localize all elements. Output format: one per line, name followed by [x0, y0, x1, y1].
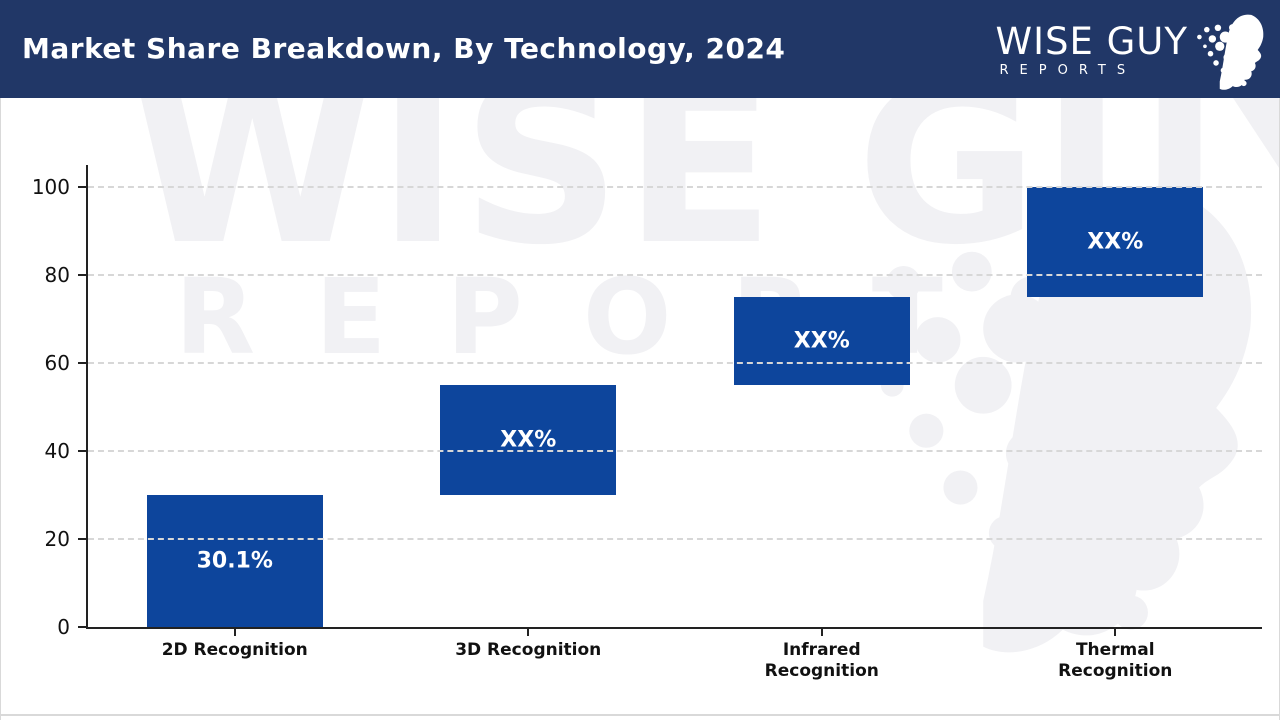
gridline [88, 274, 1262, 276]
y-axis-tick-label: 0 [57, 615, 70, 639]
market-share-bar [733, 297, 910, 385]
y-axis-tick-label: 20 [44, 527, 70, 551]
logo-brand-subtitle: REPORTS [999, 63, 1137, 78]
y-axis-tick-label: 80 [44, 263, 70, 287]
logo-text: WISE GUY REPORTS [995, 20, 1188, 79]
x-axis-category-label: 2D Recognition [161, 640, 308, 660]
y-axis-tick [78, 274, 86, 276]
page-title: Market Share Breakdown, By Technology, 2… [22, 32, 786, 65]
bar-value-label: XX% [1087, 229, 1144, 255]
y-axis-tick-label: 40 [44, 439, 70, 463]
x-axis-tick [527, 629, 530, 636]
x-axis-tick [233, 629, 236, 636]
x-axis-line [86, 627, 1262, 629]
y-axis-tick [78, 450, 86, 452]
y-axis-tick [78, 362, 86, 364]
y-axis-tick [78, 538, 86, 540]
logo-face-icon [1197, 14, 1264, 90]
x-axis-category-label: Thermal Recognition [1058, 640, 1173, 681]
page-border-left [0, 98, 1, 720]
x-axis-tick [820, 629, 823, 636]
gridline [88, 538, 1262, 540]
y-axis-tick-label: 100 [31, 175, 70, 199]
plot-area: 30.1% XX% XX% XX% 0 20 40 60 80 100 2D Recognition… [0, 98, 1280, 720]
chart-area: WISE GUY R E P O R T S 30.1% XX% XX% XX% 0 20… [0, 36, 1280, 720]
y-axis-tick [78, 626, 86, 628]
y-axis-line [86, 165, 88, 629]
y-axis-tick-label: 60 [44, 351, 70, 375]
x-axis-tick [1114, 629, 1117, 636]
bar-value-label: XX% [793, 328, 850, 354]
page-border-bottom [0, 714, 1280, 716]
x-axis-category-label: Infrared Recognition [764, 640, 879, 681]
x-axis-category-label: 3D Recognition [455, 640, 602, 660]
market-share-bar [146, 494, 323, 627]
gridline [88, 186, 1262, 188]
bar-value-label: 30.1% [196, 548, 273, 574]
gridline [88, 450, 1262, 452]
market-share-bar [1027, 187, 1204, 297]
y-axis-tick [78, 186, 86, 188]
market-share-bar [440, 385, 617, 495]
header-bar: Market Share Breakdown, By Technology, 2… [0, 0, 1280, 98]
gridline [88, 362, 1262, 364]
wise-guy-reports-logo: WISE GUY REPORTS [996, 8, 1266, 92]
logo-brand-name: WISE GUY [995, 20, 1188, 63]
bar-value-label: XX% [500, 427, 557, 453]
